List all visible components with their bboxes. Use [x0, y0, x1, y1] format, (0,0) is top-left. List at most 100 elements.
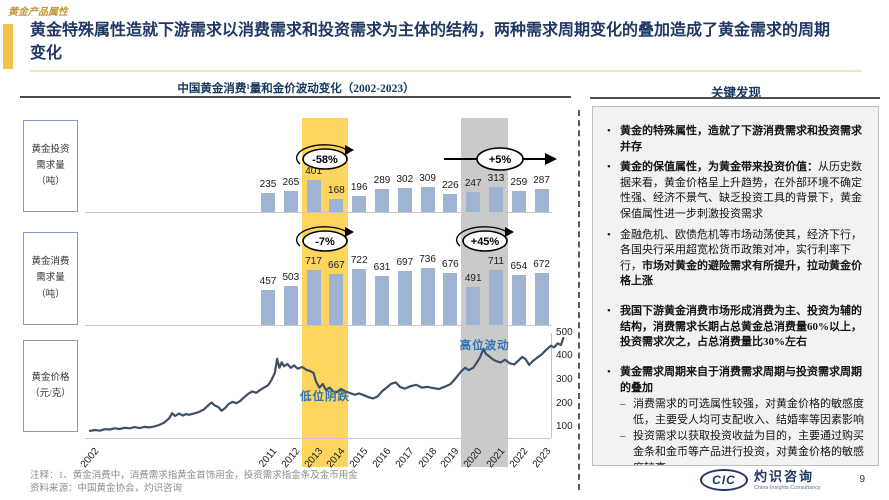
bar-2012 [283, 191, 298, 212]
key-findings-divider [590, 97, 880, 99]
cic-logo-mark: CIC [700, 469, 748, 491]
bar-value-label: 265 [282, 177, 300, 188]
bar-value-label: 722 [350, 255, 368, 266]
bar-2018 [420, 187, 435, 212]
bar-2016 [375, 189, 389, 212]
bar-value-label: 235 [259, 179, 277, 190]
bar-2013 [306, 180, 321, 212]
key-findings-title: 关键发现 [710, 86, 761, 100]
finding-sub-bullet: – 投资需求以获取投资收益为目的，主要通过购买金条和金币等产品进行投资，对黄金价格… [620, 430, 864, 465]
bar-value-label: 717 [305, 256, 322, 267]
finding-bullet: • 黄金的特殊属性，造就了下游消费需求和投资需求并存 [607, 125, 862, 153]
axis-baseline-consumption [85, 325, 552, 326]
bar-2013 [306, 270, 321, 325]
bar-2020 [466, 192, 481, 212]
change-bubble: -58% [294, 142, 356, 172]
cic-logo: CIC 灼识咨询 China Insights Consultancy [700, 469, 821, 491]
bar-2016 [375, 276, 389, 325]
bar-value-label: 491 [464, 273, 482, 284]
finding-bullet: • 黄金的保值属性，为黄金带来投资价值：从历史数据来看，黄金价格呈上升趋势，在外部… [607, 161, 862, 221]
bar-value-label: 313 [487, 173, 505, 184]
bar-2011 [261, 193, 275, 212]
title-accent-bar [3, 24, 13, 69]
y-axis-tick: 300 [556, 374, 573, 386]
bar-2015 [352, 196, 367, 212]
slide-title: 黄金特殊属性造就下游需求以消费需求和投资需求为主体的结构，两种需求周期变化的叠加… [30, 22, 831, 63]
svg-text:-58%: -58% [312, 154, 338, 166]
bar-2014 [329, 274, 344, 325]
bar-2021 [489, 270, 503, 325]
bar-2017 [397, 271, 412, 325]
cic-logo-subtitle: China Insights Consultancy [754, 484, 821, 491]
bar-value-label: 672 [533, 259, 550, 270]
bar-value-label: 503 [282, 272, 300, 283]
annotation-2013: 低位阴跌 [300, 391, 350, 403]
row-label-consumption-demand: 黄金消费 需求量 （吨） [23, 232, 78, 325]
bullet-icon: • [607, 125, 611, 137]
bar-value-label: 676 [442, 259, 459, 270]
bar-2020 [466, 287, 481, 325]
key-findings-box: • 黄金的特殊属性，造就了下游消费需求和投资需求并存 • 黄金的保值属性，为黄金带来投… [592, 106, 879, 466]
bar-value-label: 168 [328, 185, 345, 196]
chart-title-divider [20, 96, 571, 98]
title-divider [30, 70, 862, 72]
bar-value-label: 697 [396, 257, 414, 268]
bar-value-label: 247 [464, 178, 482, 189]
svg-text:+5%: +5% [488, 154, 511, 166]
bar-value-label: 736 [419, 254, 436, 265]
bar-value-label: 226 [442, 180, 459, 191]
cic-logo-name: 灼识咨询 [754, 468, 815, 484]
eyebrow-label: 黄金产品属性 [8, 7, 68, 18]
page-number: 9 [859, 474, 865, 485]
axis-baseline-price [85, 438, 551, 439]
bar-2017 [397, 188, 412, 212]
change-bubble: -7% [294, 224, 356, 254]
bar-value-label: 287 [533, 175, 550, 186]
y-axis-tick: 200 [556, 397, 573, 409]
bar-2015 [352, 269, 367, 325]
row-label-gold-price: 黄金价格 （元/克） [23, 340, 78, 432]
bar-value-label: 667 [328, 260, 345, 271]
bullet-icon: • [607, 305, 611, 318]
change-bubble: +45% [454, 224, 516, 254]
bar-value-label: 401 [305, 166, 322, 177]
annotation-2020: 高位波动 [459, 340, 510, 352]
bar-value-label: 457 [259, 276, 277, 287]
y-axis-tick: 500 [556, 326, 573, 338]
bar-2019 [443, 194, 458, 212]
bar-2012 [283, 286, 298, 325]
footnote: 注释：1、黄金消费中，消费需求指黄金首饰用金，投资需求指金条及金币用金 [30, 471, 358, 481]
y-axis-tick: 100 [556, 421, 573, 433]
change-bubble: +5% [442, 146, 558, 172]
key-findings-list: • 黄金的特殊属性，造就了下游消费需求和投资需求并存 • 黄金的保值属性，为黄金带来投… [605, 124, 868, 465]
bar-2019 [443, 273, 458, 325]
price-y-axis [551, 333, 552, 438]
bar-value-label: 289 [373, 175, 391, 186]
dash-icon: – [620, 398, 626, 411]
bullet-icon: • [607, 161, 611, 174]
chart-title: 中国黄金消费¹量和金价波动变化（2002-2023） [177, 83, 415, 95]
bar-2018 [420, 268, 435, 325]
bar-value-label: 259 [510, 177, 528, 188]
axis-baseline-investment [85, 212, 552, 213]
bar-2023 [534, 273, 549, 325]
bar-value-label: 711 [488, 256, 504, 267]
finding-bullet: • 我国下游黄金消费市场形成消费为主、投资为辅的结构，消费需求长期占总黄金总消费量… [607, 305, 862, 349]
y-axis-tick: 400 [556, 350, 573, 362]
vertical-dashed-divider [578, 110, 580, 490]
bar-2023 [534, 189, 549, 212]
svg-text:+45%: +45% [470, 236, 499, 248]
row-label-investment-demand: 黄金投资 需求量 （吨） [23, 120, 78, 212]
bar-2022 [511, 191, 526, 212]
bullet-icon: • [607, 365, 611, 378]
bar-value-label: 302 [396, 174, 414, 185]
source-note: 资料来源：中国黄金协会，灼识咨询 [30, 484, 183, 494]
finding-sub-bullet: – 消费需求的可选属性较强，对黄金价格的敏感度低，主要受人均可支配收入、结婚率等因… [620, 398, 864, 426]
bar-2014 [329, 199, 344, 212]
dash-icon: – [620, 430, 626, 443]
bar-2021 [489, 187, 503, 212]
bar-2022 [511, 275, 526, 325]
bar-2011 [261, 290, 275, 325]
bar-value-label: 196 [350, 182, 368, 193]
